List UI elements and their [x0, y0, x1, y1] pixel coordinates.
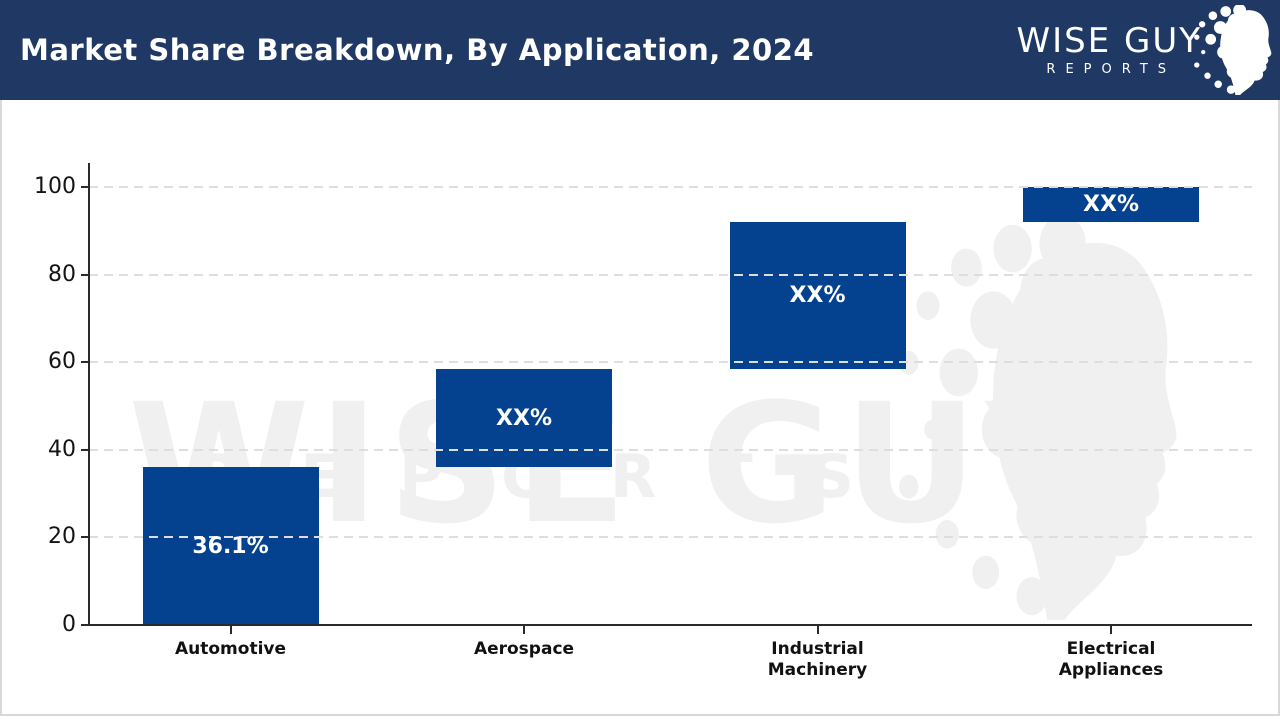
wise-guy-face-watermark-icon [899, 220, 1177, 620]
x-tick-mark [229, 626, 232, 634]
bar-segment-electrical-appliances [1023, 187, 1199, 223]
wise-guy-face-icon [1194, 5, 1272, 95]
frame-border-left [0, 100, 2, 716]
x-category-label: Electrical Appliances [1058, 639, 1164, 680]
wise-guy-logo: WISE GUY REPORTS [1016, 5, 1280, 95]
y-axis-line [88, 163, 90, 625]
y-tick-label: 0 [62, 612, 76, 637]
bar-segment-automotive [142, 467, 319, 625]
y-tick-label: 60 [48, 349, 76, 375]
x-axis-line [88, 624, 1252, 626]
y-tick-mark [81, 624, 88, 626]
y-tick-label: 40 [48, 436, 76, 462]
x-tick-mark [1110, 626, 1112, 634]
y-tick-mark [81, 273, 88, 276]
logo-wordmark: WISE GUY [1016, 21, 1202, 61]
page-title: Market Share Breakdown, By Application, … [20, 33, 815, 67]
bar-value-label: 36.1% [192, 533, 269, 559]
chart-plot-area: WISE GUY REPORTS 0 20 40 60 80 100 36.1% Automo… [0, 100, 1280, 720]
y-gridline [89, 536, 1252, 539]
y-tick-label: 80 [48, 261, 76, 287]
y-gridline [89, 186, 1252, 189]
x-tick-mark [523, 626, 525, 634]
y-tick-mark [81, 536, 88, 539]
bar-value-label: XX% [789, 283, 846, 309]
y-tick-label: 100 [34, 174, 76, 200]
header-bar: Market Share Breakdown, By Application, … [0, 0, 1280, 100]
x-category-label: Industrial Machinery [767, 639, 868, 680]
y-gridline [89, 448, 1252, 451]
y-tick-mark [81, 448, 88, 451]
y-tick-label: 20 [48, 524, 76, 550]
frame-border-right [1278, 100, 1280, 716]
frame-border-bottom [0, 714, 1280, 716]
y-gridline [89, 273, 1252, 276]
x-category-label: Aerospace [473, 639, 575, 659]
logo-text: WISE GUY REPORTS [1016, 23, 1202, 77]
y-tick-mark [81, 186, 88, 189]
logo-subtitle: REPORTS [1046, 62, 1177, 77]
bar-value-label: XX% [1083, 192, 1139, 218]
y-tick-mark [81, 361, 88, 364]
bar-value-label: XX% [496, 405, 552, 431]
x-category-label: Automotive [174, 639, 287, 659]
x-tick-mark [816, 626, 819, 634]
y-gridline [89, 361, 1252, 364]
bar-segment-industrial-machinery [729, 222, 906, 370]
